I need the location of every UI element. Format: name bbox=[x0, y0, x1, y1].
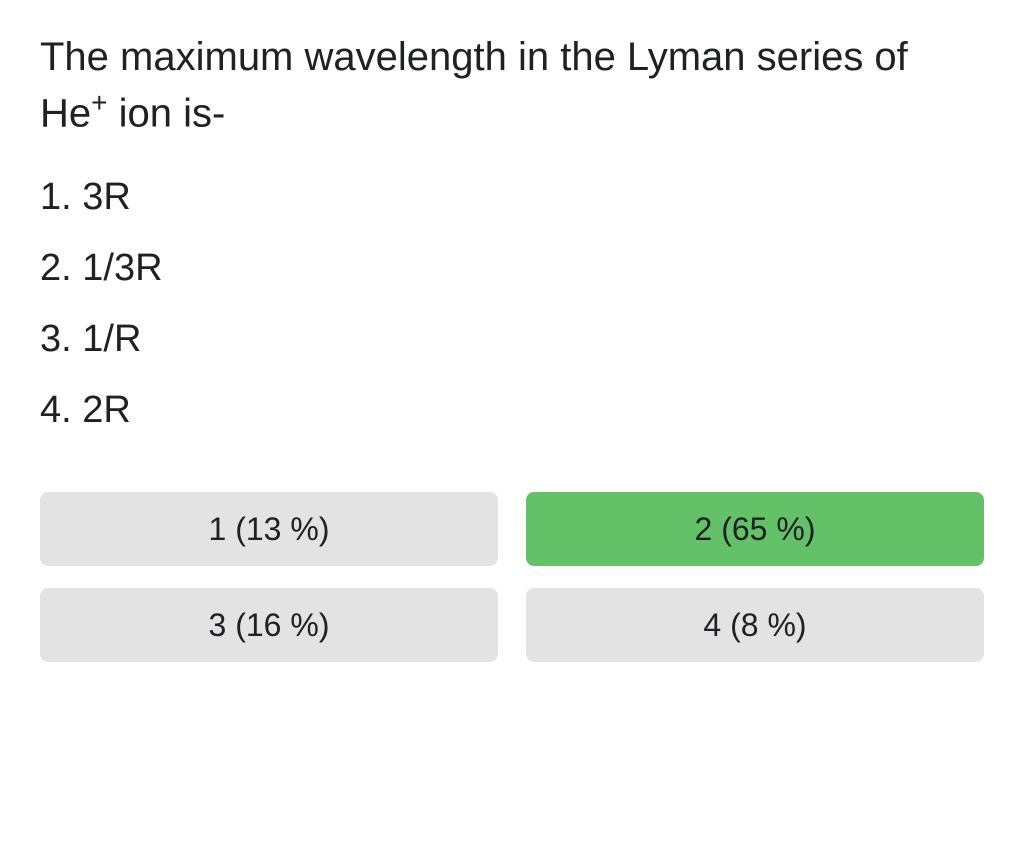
answer-button-4[interactable]: 4 (8 %) bbox=[526, 588, 984, 662]
answer-button-3[interactable]: 3 (16 %) bbox=[40, 588, 498, 662]
option-number: 4. bbox=[40, 389, 72, 431]
option-number: 1. bbox=[40, 176, 72, 218]
option-text: 1/R bbox=[82, 318, 141, 360]
option-4: 4. 2R bbox=[40, 389, 984, 432]
option-number: 3. bbox=[40, 318, 72, 360]
option-1: 1. 3R bbox=[40, 176, 984, 219]
question-suffix: ion is- bbox=[108, 91, 226, 135]
option-number: 2. bbox=[40, 247, 72, 289]
options-list: 1. 3R 2. 1/3R 3. 1/R 4. 2R bbox=[40, 176, 984, 432]
answer-button-1[interactable]: 1 (13 %) bbox=[40, 492, 498, 566]
option-text: 2R bbox=[82, 389, 131, 431]
question-text: The maximum wavelength in the Lyman seri… bbox=[40, 30, 984, 140]
answer-buttons-grid: 1 (13 %) 2 (65 %) 3 (16 %) 4 (8 %) bbox=[40, 492, 984, 662]
option-text: 1/3R bbox=[82, 247, 162, 289]
option-2: 2. 1/3R bbox=[40, 247, 984, 290]
answer-button-2[interactable]: 2 (65 %) bbox=[526, 492, 984, 566]
option-text: 3R bbox=[82, 176, 131, 218]
option-3: 3. 1/R bbox=[40, 318, 984, 361]
question-superscript: + bbox=[91, 87, 107, 118]
